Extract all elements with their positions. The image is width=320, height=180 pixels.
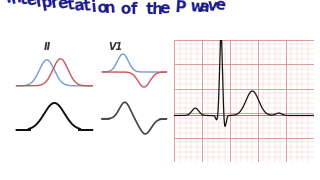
Text: t: t	[66, 0, 76, 13]
Text: n: n	[104, 0, 116, 16]
Text: n: n	[9, 0, 23, 7]
Text: II: II	[44, 42, 51, 52]
Text: v: v	[206, 0, 218, 14]
Text: h: h	[152, 2, 163, 17]
Text: V1: V1	[108, 42, 122, 52]
Text: a: a	[73, 0, 85, 14]
Text: p: p	[41, 0, 54, 10]
Text: o: o	[97, 0, 108, 15]
Text: t: t	[82, 0, 91, 14]
Text: a: a	[198, 0, 210, 15]
Text: I: I	[4, 0, 12, 6]
Text: e: e	[57, 0, 69, 12]
Text: r: r	[50, 0, 60, 11]
Text: e: e	[25, 0, 38, 9]
Text: w: w	[189, 0, 204, 15]
Text: e: e	[214, 0, 226, 14]
Text: t: t	[146, 2, 153, 17]
Text: f: f	[130, 2, 137, 17]
Text: P: P	[175, 1, 187, 16]
Text: o: o	[120, 1, 131, 17]
Text: r: r	[34, 0, 44, 10]
Text: e: e	[160, 1, 171, 17]
Text: t: t	[19, 0, 29, 8]
Text: i: i	[91, 0, 98, 15]
